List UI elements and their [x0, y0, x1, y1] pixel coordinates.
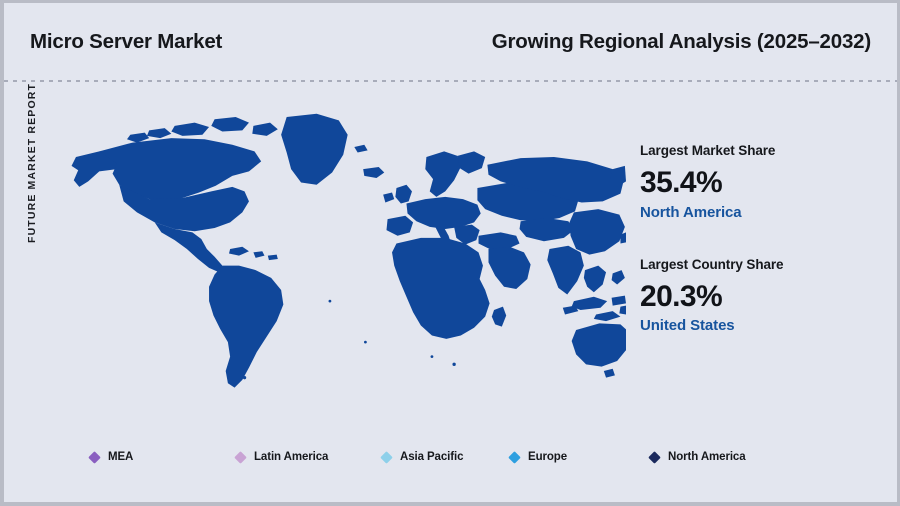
stat-region: North America — [640, 203, 742, 221]
stats-panel: Largest Market Share 35.4% North America… — [640, 143, 890, 370]
legend-item-label: North America — [668, 451, 746, 463]
legend-item-mea: MEA — [88, 450, 134, 464]
stat-largest-market-share: Largest Market Share 35.4% North America — [640, 143, 890, 221]
legend-item-label: MEA — [108, 451, 134, 463]
stat-value: 20.3% — [640, 279, 723, 313]
stat-value: 35.4% — [640, 166, 723, 199]
legend-item-label: Asia Pacific — [400, 451, 464, 463]
legend-item-label: Europe — [528, 451, 568, 463]
legend-item-asia-pacific: Asia Pacific — [380, 450, 464, 464]
legend-item-europe: Europe — [508, 450, 568, 464]
legend-diamond-icon — [508, 450, 521, 464]
legend-diamond-icon — [88, 450, 101, 464]
brand-side-label: FUTURE MARKET REPORT — [26, 82, 38, 243]
header-divider — [4, 80, 897, 82]
page-subtitle: Growing Regional Analysis (2025–2032) — [491, 30, 871, 53]
legend-diamond-icon — [234, 450, 247, 464]
stat-label: Largest Market Share — [640, 143, 776, 158]
stat-label: Largest Country Share — [640, 256, 784, 272]
world-map — [66, 99, 626, 419]
legend-diamond-icon — [380, 450, 393, 464]
legend-item-label: Latin America — [254, 451, 329, 463]
legend-diamond-icon — [648, 450, 661, 464]
stat-region: United States — [640, 317, 735, 334]
world-map-svg — [71, 113, 626, 388]
legend-item-north-america: North America — [648, 450, 746, 464]
legend-item-latin-america: Latin America — [234, 450, 329, 464]
map-landmasses — [71, 113, 626, 388]
legend: MEA Latin America Asia Pacific Europe No… — [88, 450, 790, 471]
header: Micro Server Market Growing Regional Ana… — [4, 3, 897, 81]
page-title: Micro Server Market — [30, 30, 223, 53]
stat-largest-country-share: Largest Country Share 20.3% United State… — [640, 257, 890, 335]
